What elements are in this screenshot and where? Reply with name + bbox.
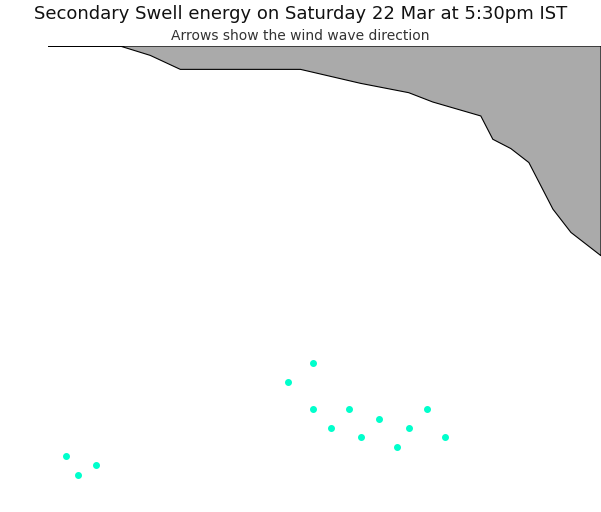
Text: Arrows show the wind wave direction: Arrows show the wind wave direction [171,29,430,43]
Polygon shape [48,46,601,255]
Text: Secondary Swell energy on Saturday 22 Mar at 5:30pm IST: Secondary Swell energy on Saturday 22 Ma… [34,5,567,23]
